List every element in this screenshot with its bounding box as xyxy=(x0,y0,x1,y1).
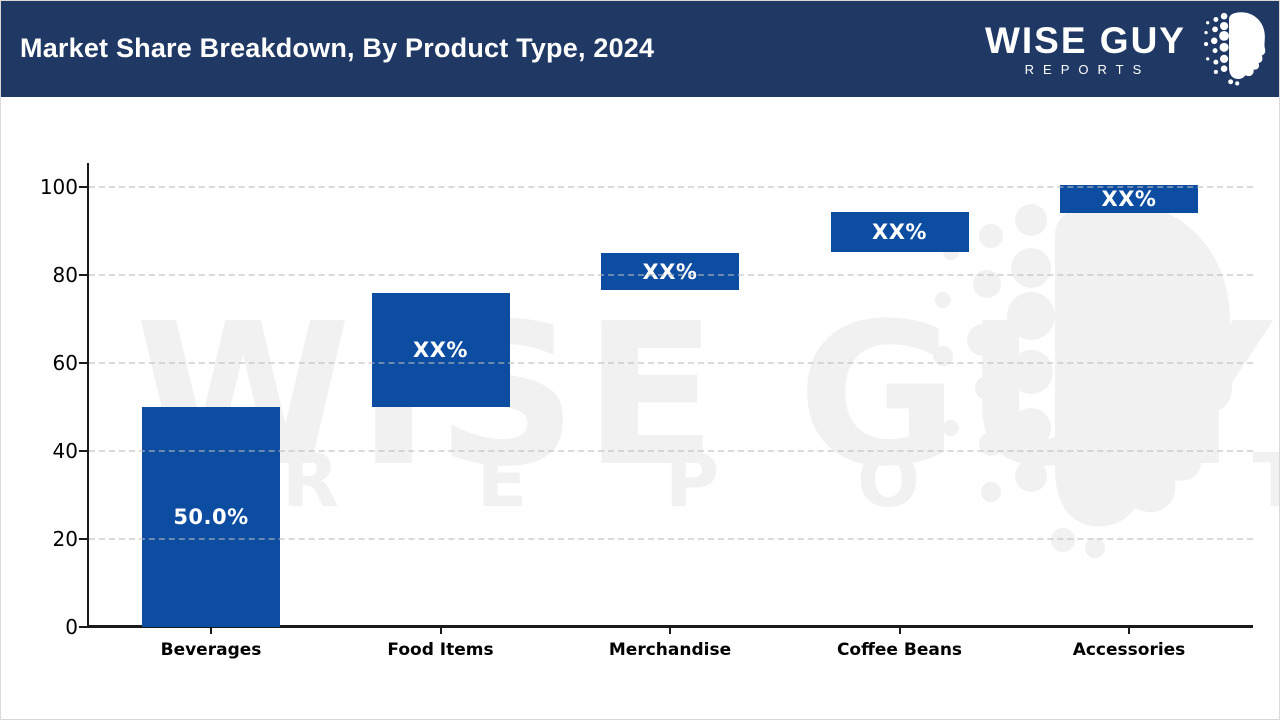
x-tick-mark-2 xyxy=(669,628,671,634)
x-tick-mark-1 xyxy=(439,628,442,634)
brand-logo: WISE GUY REPORTS xyxy=(985,0,1270,97)
gridline-100 xyxy=(89,186,1253,188)
bar-value-label: XX% xyxy=(1101,186,1157,211)
y-tick-label-20: 20 xyxy=(52,527,78,551)
x-tick-mark-4 xyxy=(1128,628,1130,634)
y-tick-mark-20 xyxy=(79,538,87,540)
y-tick-label-0: 0 xyxy=(65,615,78,639)
y-axis-line xyxy=(87,163,89,628)
y-tick-mark-0 xyxy=(79,626,87,628)
bar-value-label: 50.0% xyxy=(173,505,249,529)
y-tick-label-100: 100 xyxy=(39,175,78,199)
bar-food-items: XX% xyxy=(371,292,510,407)
x-category-label-4: Accessories xyxy=(1072,640,1186,660)
header-bar: Market Share Breakdown, By Product Type,… xyxy=(0,0,1280,97)
x-category-label-0: Beverages xyxy=(160,640,262,660)
y-tick-mark-80 xyxy=(79,274,87,276)
page-title: Market Share Breakdown, By Product Type,… xyxy=(20,33,655,63)
bar-value-label: XX% xyxy=(413,337,468,362)
gridline-60 xyxy=(89,362,1253,364)
brand-head-icon xyxy=(1203,11,1266,85)
gridline-20 xyxy=(89,538,1253,540)
brand-name: WISE GUY xyxy=(984,19,1186,61)
y-tick-label-40: 40 xyxy=(52,439,78,463)
x-tick-mark-3 xyxy=(898,628,901,634)
y-tick-label-60: 60 xyxy=(52,351,78,375)
x-category-label-3: Coffee Beans xyxy=(836,640,963,660)
y-tick-mark-60 xyxy=(79,362,87,364)
bar-accessories: XX% xyxy=(1060,184,1198,213)
x-category-label-2: Merchandise xyxy=(608,640,732,660)
x-category-label-1: Food Items xyxy=(387,640,494,660)
brand-subname: REPORTS xyxy=(1024,61,1151,77)
y-tick-mark-100 xyxy=(79,186,87,188)
x-tick-mark-0 xyxy=(210,628,212,634)
y-tick-mark-40 xyxy=(79,450,87,452)
bar-value-label: XX% xyxy=(642,259,698,284)
x-axis-line xyxy=(87,625,1253,628)
bar-value-label: XX% xyxy=(872,220,927,245)
bar-coffee-beans: XX% xyxy=(830,212,969,253)
gridline-40 xyxy=(89,450,1253,452)
y-tick-label-80: 80 xyxy=(52,263,78,287)
brand-logo-text: WISE GUY REPORTS xyxy=(985,22,1186,76)
gridline-80 xyxy=(89,274,1253,276)
bar-beverages: 50.0% xyxy=(142,407,280,627)
bar-merchandise: XX% xyxy=(601,253,739,291)
